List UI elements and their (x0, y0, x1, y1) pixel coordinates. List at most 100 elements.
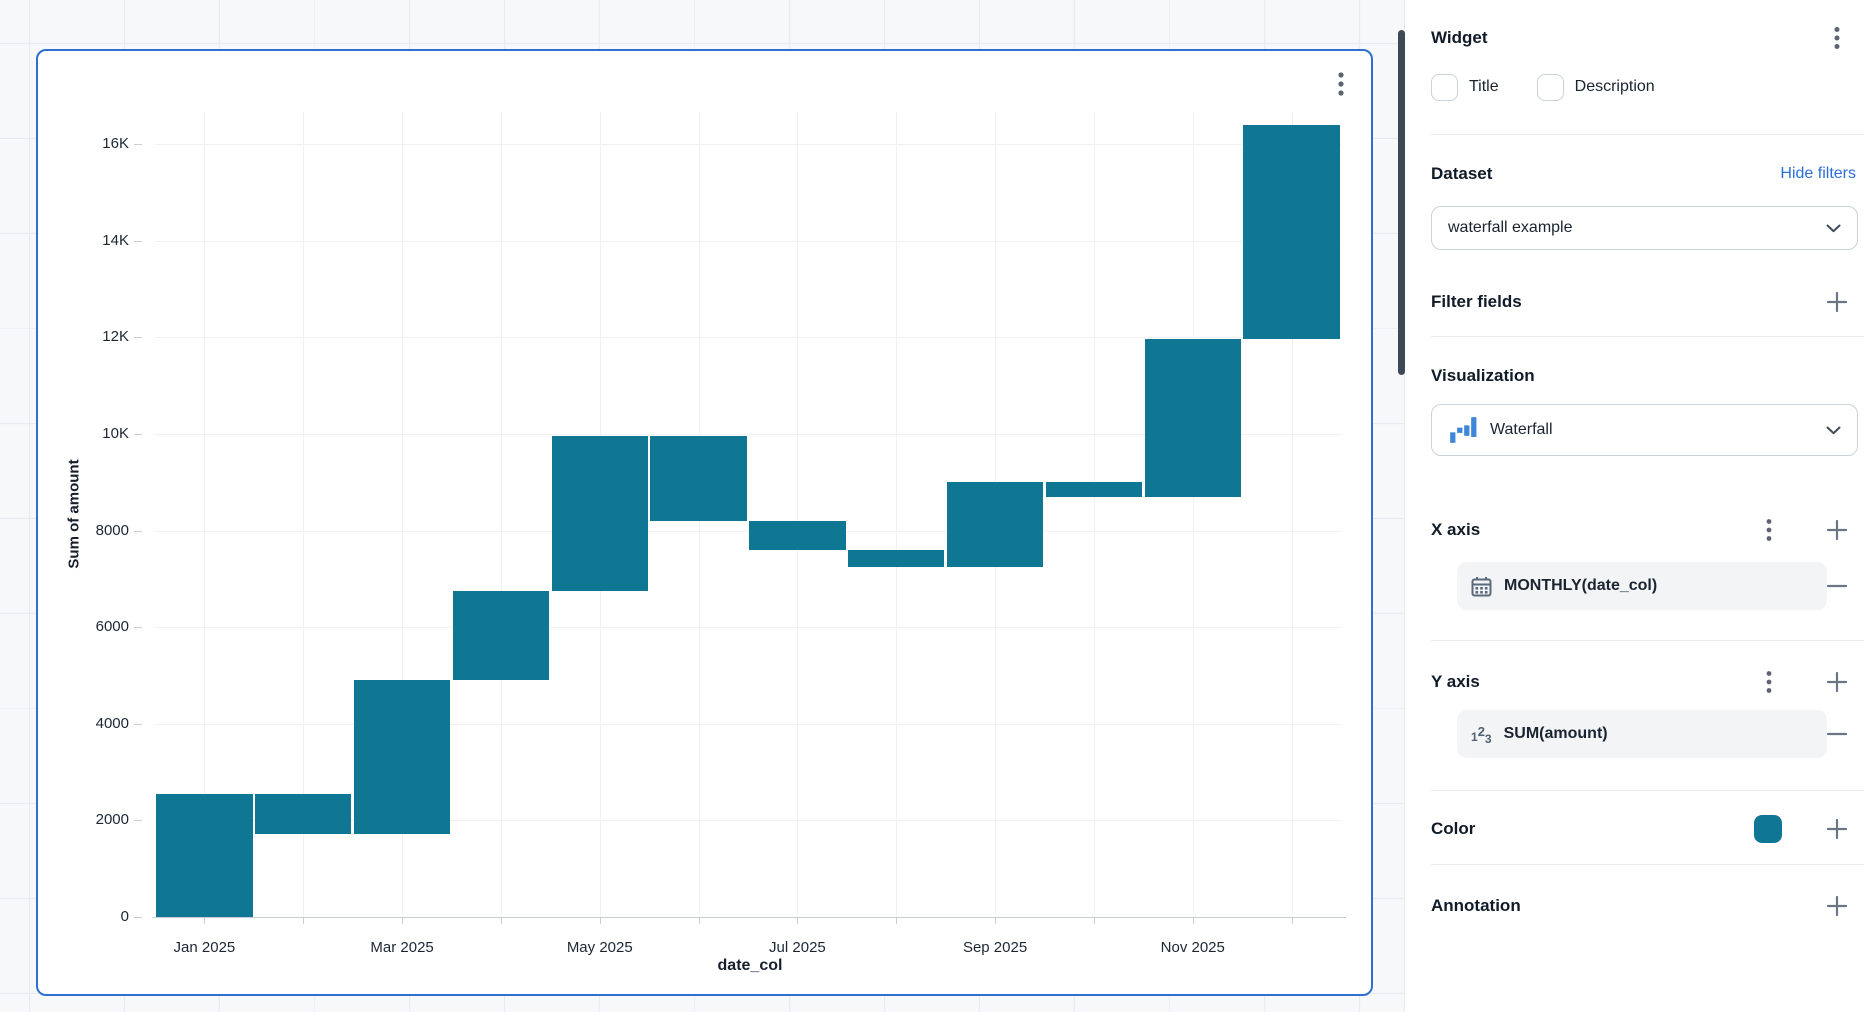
x-axis-tick (599, 918, 601, 924)
add-x-axis-field-button[interactable] (1824, 517, 1850, 543)
y-axis-tick (134, 627, 142, 629)
x-gridline (1291, 112, 1293, 917)
chevron-down-icon (1826, 426, 1841, 435)
y-gridline (155, 433, 1341, 435)
section-divider (1431, 134, 1864, 135)
x-gridline (1093, 112, 1095, 917)
waterfall-bar[interactable] (749, 520, 846, 550)
description-checkbox-group[interactable]: Description (1536, 73, 1655, 101)
x-axis-tick-label: May 2025 (566, 939, 633, 956)
widget-section-heading: Widget (1431, 28, 1488, 47)
visualization-select[interactable]: Waterfall (1431, 404, 1858, 456)
y-axis-tick (134, 723, 142, 725)
y-gridline (155, 240, 1341, 242)
dataset-section-heading: Dataset (1431, 164, 1493, 183)
waterfall-bar[interactable] (1144, 338, 1241, 497)
visualization-selected-value: Waterfall (1490, 421, 1553, 438)
panel-scrollbar-thumb[interactable] (1398, 30, 1405, 375)
title-checkbox-label: Title (1469, 78, 1499, 95)
dataset-selected-value: waterfall example (1448, 219, 1573, 236)
x-axis-title: date_col (717, 957, 783, 974)
y-axis-tick-label: 0 (120, 908, 129, 925)
y-axis-tick (134, 240, 142, 242)
visualization-heading: Visualization (1431, 366, 1535, 385)
x-axis-tick (500, 918, 502, 924)
settings-panel: Widget Title Description Dataset Hide fi… (1405, 0, 1864, 1012)
section-divider (1431, 336, 1864, 337)
description-checkbox[interactable] (1536, 73, 1564, 101)
x-axis-tick-label: Nov 2025 (1160, 939, 1225, 956)
y-axis-tick (134, 917, 142, 918)
x-gridline (500, 112, 502, 917)
add-filter-field-button[interactable] (1824, 289, 1850, 315)
waterfall-bar[interactable] (551, 436, 648, 591)
y-axis-kebab-icon[interactable] (1756, 669, 1782, 695)
x-axis-kebab-icon[interactable] (1756, 517, 1782, 543)
x-gridline (797, 112, 799, 917)
waterfall-bar[interactable] (1045, 482, 1143, 497)
panel-divider (1404, 0, 1405, 1012)
waterfall-chart: Sum of amount date_col 0 2000 4000 6000 8000… (38, 51, 1371, 994)
description-checkbox-label: Description (1574, 78, 1655, 95)
remove-x-axis-field-button[interactable] (1824, 573, 1850, 599)
y-axis-tick-label: 6000 (95, 618, 129, 636)
widget-kebab-icon[interactable] (1824, 25, 1850, 51)
x-gridline (1192, 112, 1194, 917)
y-axis-tick (134, 820, 142, 822)
waterfall-bar[interactable] (156, 793, 253, 917)
title-checkbox[interactable] (1431, 73, 1458, 101)
widget-kebab-menu-icon[interactable] (1328, 67, 1354, 101)
waterfall-bar[interactable] (452, 590, 550, 681)
y-gridline (155, 820, 1341, 822)
section-divider (1431, 790, 1864, 791)
y-axis-tick-label: 4000 (95, 714, 129, 732)
x-axis-field-pill[interactable]: MONTHLY(date_col) (1457, 562, 1827, 610)
add-y-axis-field-button[interactable] (1824, 669, 1850, 695)
waterfall-bar[interactable] (848, 549, 945, 567)
color-heading: Color (1431, 819, 1476, 838)
y-axis-tick (134, 337, 142, 339)
add-color-rule-button[interactable] (1824, 816, 1850, 842)
y-axis-tick-label: 2000 (95, 811, 129, 829)
y-gridline (155, 627, 1341, 629)
remove-y-axis-field-button[interactable] (1824, 721, 1850, 747)
x-axis-tick (1291, 918, 1293, 924)
y-axis-tick-label: 16K (102, 135, 129, 153)
y-axis-title: Sum of amount (65, 459, 83, 569)
x-axis-tick (797, 918, 799, 924)
x-axis-tick-label: Jan 2025 (173, 939, 236, 956)
y-axis-field-label: SUM(amount) (1503, 725, 1608, 742)
filter-fields-heading: Filter fields (1431, 292, 1522, 311)
dataset-select[interactable]: waterfall example (1431, 206, 1858, 250)
y-axis-tick-label: 8000 (95, 521, 129, 539)
x-axis-heading: X axis (1431, 520, 1481, 539)
x-axis-tick (896, 918, 898, 924)
y-axis-tick (134, 530, 142, 532)
y-axis-tick (134, 144, 142, 146)
waterfall-bar[interactable] (353, 680, 451, 834)
waterfall-bar[interactable] (946, 482, 1044, 567)
x-gridline (204, 112, 206, 917)
x-axis-tick (698, 918, 700, 924)
waterfall-bar[interactable] (650, 436, 747, 521)
add-annotation-button[interactable] (1824, 893, 1850, 919)
waterfall-bar[interactable] (255, 793, 352, 834)
y-axis-heading: Y axis (1431, 672, 1480, 691)
waterfall-viz-icon (1448, 416, 1478, 444)
x-axis-line (152, 917, 1346, 918)
x-axis-tick (1192, 918, 1194, 924)
waterfall-bar[interactable] (1243, 124, 1340, 339)
dashboard-canvas: Sum of amount date_col 0 2000 4000 6000 8000… (0, 0, 1405, 1012)
series-color-swatch[interactable] (1754, 815, 1782, 843)
y-gridline (155, 723, 1341, 725)
chart-widget-card[interactable]: Sum of amount date_col 0 2000 4000 6000 8000… (36, 49, 1373, 996)
y-gridline (155, 337, 1341, 339)
title-checkbox-group[interactable]: Title (1431, 73, 1499, 101)
x-axis-tick-label: Sep 2025 (962, 939, 1028, 956)
x-gridline (402, 112, 404, 917)
y-axis-tick-label: 14K (102, 231, 129, 249)
hide-filters-link[interactable]: Hide filters (1780, 165, 1856, 182)
x-axis-tick (1093, 918, 1095, 924)
